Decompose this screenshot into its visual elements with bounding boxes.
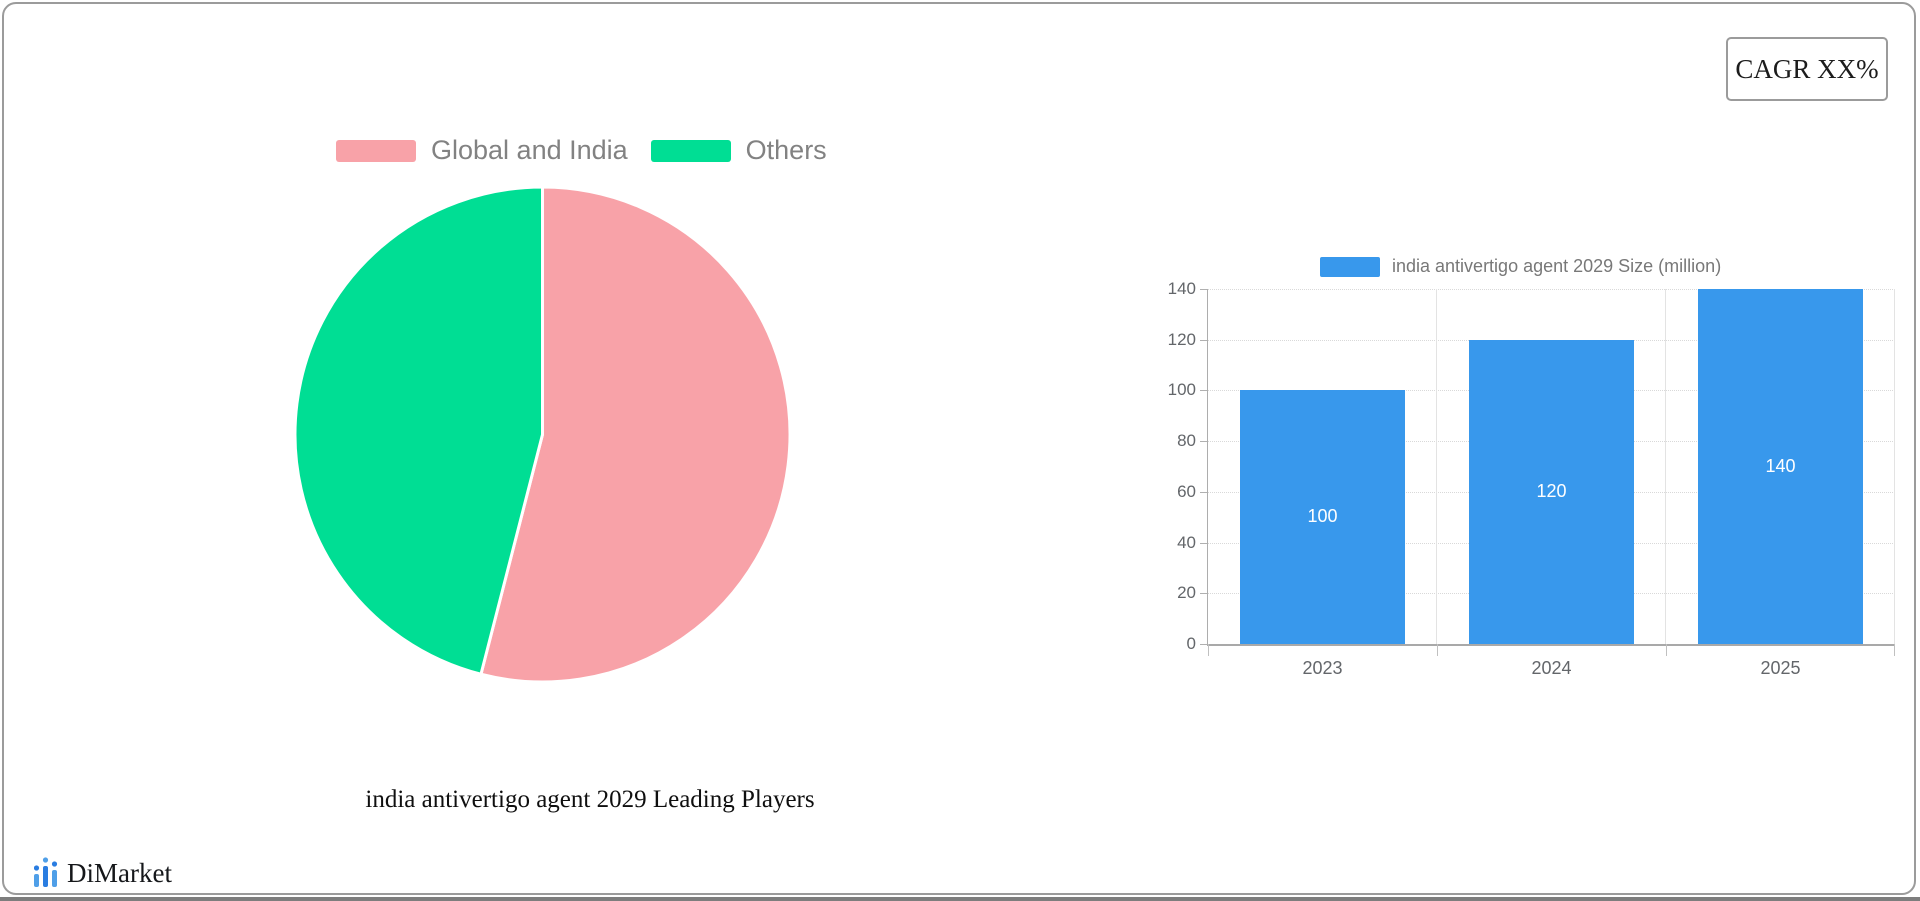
bar-legend-swatch [1320,256,1380,277]
brand-logo-text: DiMarket [67,857,172,888]
x-axis-label: 2024 [1531,658,1572,678]
y-tick [1200,644,1207,645]
bar-legend-item[interactable]: india antivertigo agent 2029 Size (milli… [1320,256,1721,277]
bar-value-label: 120 [1536,480,1567,501]
y-tick [1200,339,1207,341]
bottom-edge-divider [0,897,1920,901]
bar-2023: 100 [1240,390,1405,644]
y-tick [1200,390,1207,392]
pie-legend: Global and India Others [336,135,827,166]
x-tick [1666,644,1667,656]
bar-value-label: 140 [1765,455,1796,476]
pie-legend-item-global-and-india[interactable]: Global and India [336,135,628,166]
y-tick-label: 0 [1186,634,1196,653]
pie-legend-item-others[interactable]: Others [650,135,827,166]
pie-legend-swatch-global-and-india [336,139,416,162]
x-tick [1208,644,1209,656]
v-gridline [1665,289,1666,644]
y-tick-label: 20 [1177,583,1196,603]
v-gridline [1894,289,1895,644]
x-axis-label: 2023 [1302,658,1343,678]
y-tick [1200,542,1207,544]
brand-logo: DiMarket [34,857,172,889]
bar-chart-icon [34,857,58,887]
y-tick [1200,593,1207,595]
h-gridline [1208,289,1895,290]
pie-slice-1 [293,185,544,676]
x-tick [1437,644,1438,656]
pie-legend-label: Global and India [431,135,628,165]
bar-legend-label: india antivertigo agent 2029 Size (milli… [1392,256,1722,276]
y-tick-label: 100 [1167,380,1196,400]
cagr-badge: CAGR XX% [1726,37,1888,101]
y-tick-label: 40 [1177,532,1196,552]
y-tick [1200,289,1207,290]
x-axis-label: 2025 [1760,658,1801,678]
y-tick-label: 120 [1167,329,1196,349]
pie-chart [293,185,792,684]
y-tick-label: 60 [1177,481,1196,501]
y-tick-label: 80 [1177,431,1196,451]
y-tick-label: 140 [1167,279,1196,298]
bar-2025: 140 [1698,289,1863,644]
y-tick [1200,491,1207,493]
bar-plot-area: 0 20 40 60 80 100 120 140 100 2023 120 2024 140 2025 [1168,279,1895,678]
v-gridline [1436,289,1437,644]
pie-slice-0 [479,185,792,684]
cagr-label: CAGR XX% [1735,53,1879,84]
pie-legend-swatch-others [650,139,731,162]
bar-2024: 120 [1469,339,1634,644]
bar-value-label: 100 [1307,506,1338,527]
y-tick [1200,441,1207,443]
x-tick [1894,644,1895,656]
pie-caption: india antivertigo agent 2029 Leading Pla… [365,786,815,813]
pie-legend-label: Others [745,135,827,165]
